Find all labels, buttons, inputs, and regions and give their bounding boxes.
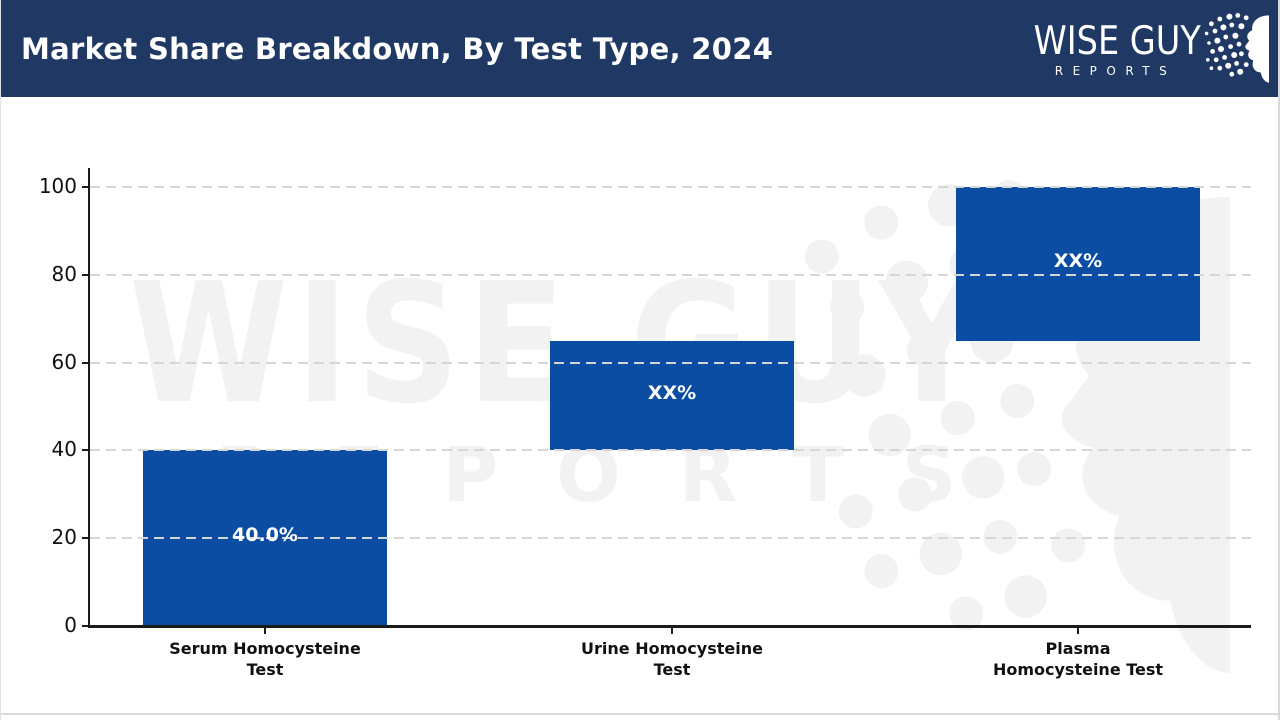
y-axis-spine xyxy=(88,168,90,628)
bar-value-label: 40.0% xyxy=(232,524,298,547)
logo-face-icon xyxy=(1204,13,1269,83)
y-axis-tick xyxy=(82,625,90,627)
bar-segment xyxy=(550,340,794,451)
gridline xyxy=(90,186,1251,188)
gridline xyxy=(90,273,1251,276)
category-label: Serum Homocysteine Test xyxy=(169,639,361,679)
gridline xyxy=(90,449,1251,452)
y-axis-tick xyxy=(82,537,90,540)
x-axis-spine xyxy=(88,625,1251,628)
y-axis-tick xyxy=(82,273,90,276)
category-label: Urine Homocysteine Test xyxy=(581,639,763,679)
y-axis-tick xyxy=(82,449,90,452)
header-band: Market Share Breakdown, By Test Type, 20… xyxy=(1,0,1278,97)
category-label: Plasma Homocysteine Test xyxy=(992,639,1164,679)
x-axis-tick xyxy=(264,626,266,634)
x-axis-tick xyxy=(671,626,673,634)
y-tick-label: 80 xyxy=(51,261,77,286)
logo-text: WISE GUY REPORTS xyxy=(1021,22,1201,78)
y-axis-tick xyxy=(82,361,90,364)
y-tick-label: 40 xyxy=(51,437,77,462)
logo-subtitle: REPORTS xyxy=(1054,64,1177,78)
gridline xyxy=(90,537,1251,540)
bar-value-label: XX% xyxy=(1053,249,1103,272)
y-tick-label: 20 xyxy=(51,525,77,550)
y-tick-label: 100 xyxy=(38,174,77,198)
y-axis-tick xyxy=(82,186,90,188)
chart-title: Market Share Breakdown, By Test Type, 20… xyxy=(21,31,774,66)
bar-value-label: XX% xyxy=(647,381,697,404)
y-tick-label: 0 xyxy=(64,613,77,637)
logo-wordmark: WISE GUY xyxy=(1033,19,1201,64)
y-tick-label: 60 xyxy=(51,349,77,374)
gridline xyxy=(90,361,1251,364)
wiseguy-logo: WISE GUY REPORTS xyxy=(1021,6,1271,92)
bottom-divider xyxy=(1,713,1278,715)
